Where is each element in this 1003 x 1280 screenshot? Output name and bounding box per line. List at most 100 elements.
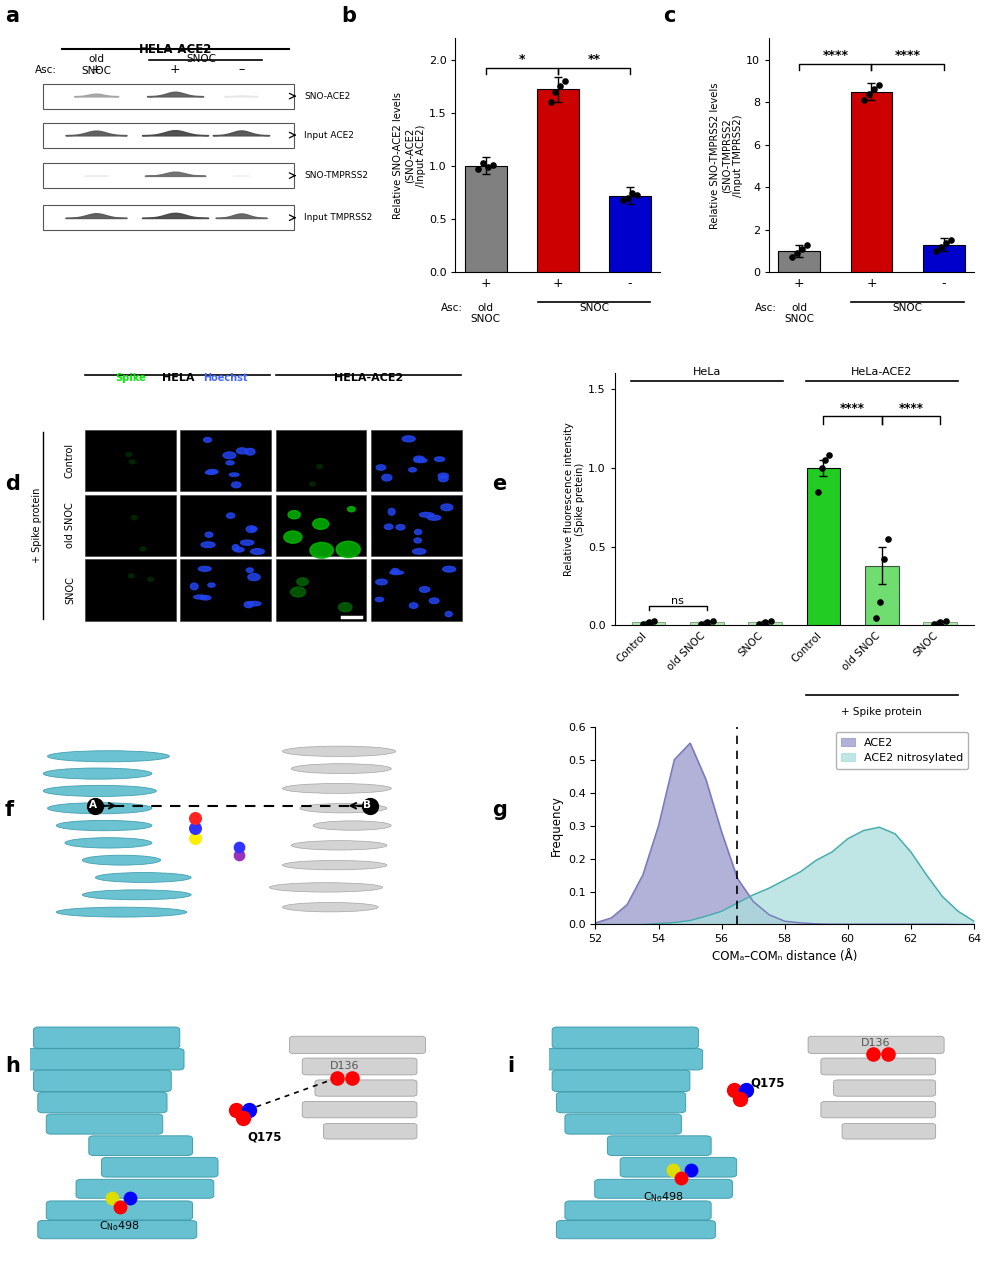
Point bbox=[783, 247, 799, 268]
Point bbox=[875, 549, 891, 570]
Ellipse shape bbox=[391, 568, 398, 573]
Text: ****: **** bbox=[898, 402, 923, 415]
Ellipse shape bbox=[95, 873, 191, 882]
Ellipse shape bbox=[43, 786, 156, 796]
Text: HeLa-ACE2: HeLa-ACE2 bbox=[851, 367, 912, 378]
Ellipse shape bbox=[381, 475, 391, 481]
Bar bbox=[631, 622, 665, 626]
Point bbox=[235, 1107, 251, 1128]
Circle shape bbox=[125, 453, 131, 457]
Text: d: d bbox=[5, 474, 20, 494]
Ellipse shape bbox=[229, 472, 239, 476]
Point bbox=[329, 1069, 345, 1089]
Ellipse shape bbox=[291, 841, 386, 850]
Ellipse shape bbox=[47, 750, 170, 762]
Ellipse shape bbox=[200, 595, 211, 600]
FancyBboxPatch shape bbox=[43, 83, 294, 109]
Text: old SNOC: old SNOC bbox=[65, 502, 75, 548]
Point bbox=[682, 1160, 698, 1180]
Text: *: * bbox=[518, 54, 525, 67]
Ellipse shape bbox=[282, 902, 378, 911]
Point bbox=[228, 1100, 244, 1120]
Circle shape bbox=[347, 507, 355, 512]
Ellipse shape bbox=[419, 512, 433, 517]
FancyBboxPatch shape bbox=[315, 1080, 416, 1096]
Point bbox=[812, 458, 828, 479]
Ellipse shape bbox=[47, 803, 151, 814]
FancyBboxPatch shape bbox=[820, 1102, 935, 1117]
Text: ****: **** bbox=[894, 49, 920, 63]
Point bbox=[619, 188, 635, 209]
Y-axis label: Frequency: Frequency bbox=[549, 795, 562, 856]
FancyBboxPatch shape bbox=[565, 1114, 681, 1134]
Ellipse shape bbox=[194, 595, 207, 599]
FancyBboxPatch shape bbox=[43, 123, 294, 147]
Circle shape bbox=[129, 460, 135, 463]
Ellipse shape bbox=[434, 457, 444, 462]
FancyBboxPatch shape bbox=[38, 1092, 166, 1112]
Text: **: ** bbox=[587, 54, 600, 67]
Text: old
SNOC: old SNOC bbox=[470, 302, 500, 324]
Point bbox=[122, 1188, 138, 1208]
Ellipse shape bbox=[248, 573, 260, 581]
Point bbox=[698, 612, 714, 632]
Ellipse shape bbox=[226, 461, 234, 465]
Ellipse shape bbox=[207, 470, 218, 474]
Text: SNOC: SNOC bbox=[187, 54, 217, 64]
Point bbox=[865, 79, 881, 100]
Point bbox=[188, 818, 204, 838]
Text: Input TMPRSS2: Input TMPRSS2 bbox=[304, 214, 372, 223]
FancyBboxPatch shape bbox=[607, 1135, 710, 1156]
FancyBboxPatch shape bbox=[46, 1201, 193, 1220]
Text: Q175: Q175 bbox=[247, 1130, 281, 1143]
Bar bbox=[747, 622, 781, 626]
Ellipse shape bbox=[429, 598, 438, 604]
Ellipse shape bbox=[232, 483, 241, 488]
Text: HeLa: HeLa bbox=[692, 367, 720, 378]
Point bbox=[816, 449, 832, 470]
Ellipse shape bbox=[282, 860, 386, 870]
Bar bbox=[864, 566, 898, 626]
Ellipse shape bbox=[56, 820, 151, 831]
Circle shape bbox=[309, 483, 315, 486]
Text: Control: Control bbox=[65, 443, 75, 479]
Ellipse shape bbox=[389, 571, 403, 575]
Point bbox=[870, 76, 886, 96]
Ellipse shape bbox=[414, 530, 421, 535]
Text: f: f bbox=[5, 800, 14, 820]
Point bbox=[808, 481, 824, 502]
Circle shape bbox=[140, 547, 145, 550]
Bar bbox=[276, 494, 366, 556]
Ellipse shape bbox=[291, 764, 391, 773]
Ellipse shape bbox=[442, 566, 455, 572]
FancyBboxPatch shape bbox=[820, 1059, 935, 1075]
Ellipse shape bbox=[82, 855, 160, 865]
FancyBboxPatch shape bbox=[323, 1124, 416, 1139]
Text: Q175: Q175 bbox=[750, 1076, 784, 1089]
Text: + Spike protein: + Spike protein bbox=[841, 708, 921, 717]
Bar bbox=[181, 559, 271, 621]
Bar bbox=[777, 251, 819, 273]
Ellipse shape bbox=[251, 549, 264, 554]
Point bbox=[931, 612, 947, 632]
Ellipse shape bbox=[300, 804, 386, 813]
Point bbox=[797, 234, 813, 255]
Text: HELA-ACE2: HELA-ACE2 bbox=[334, 374, 403, 384]
Point bbox=[640, 612, 656, 632]
Ellipse shape bbox=[282, 746, 395, 756]
Ellipse shape bbox=[427, 516, 440, 520]
Point bbox=[942, 230, 958, 251]
Point bbox=[673, 1167, 689, 1188]
Circle shape bbox=[336, 541, 360, 558]
FancyBboxPatch shape bbox=[289, 1037, 425, 1053]
Text: SNOC: SNOC bbox=[892, 302, 922, 312]
Bar bbox=[85, 559, 176, 621]
Circle shape bbox=[317, 465, 322, 468]
Text: –: – bbox=[238, 63, 244, 76]
Ellipse shape bbox=[419, 586, 429, 593]
Bar bbox=[276, 559, 366, 621]
Ellipse shape bbox=[412, 549, 425, 554]
Ellipse shape bbox=[43, 768, 151, 780]
Point bbox=[788, 243, 804, 264]
FancyBboxPatch shape bbox=[832, 1080, 935, 1096]
